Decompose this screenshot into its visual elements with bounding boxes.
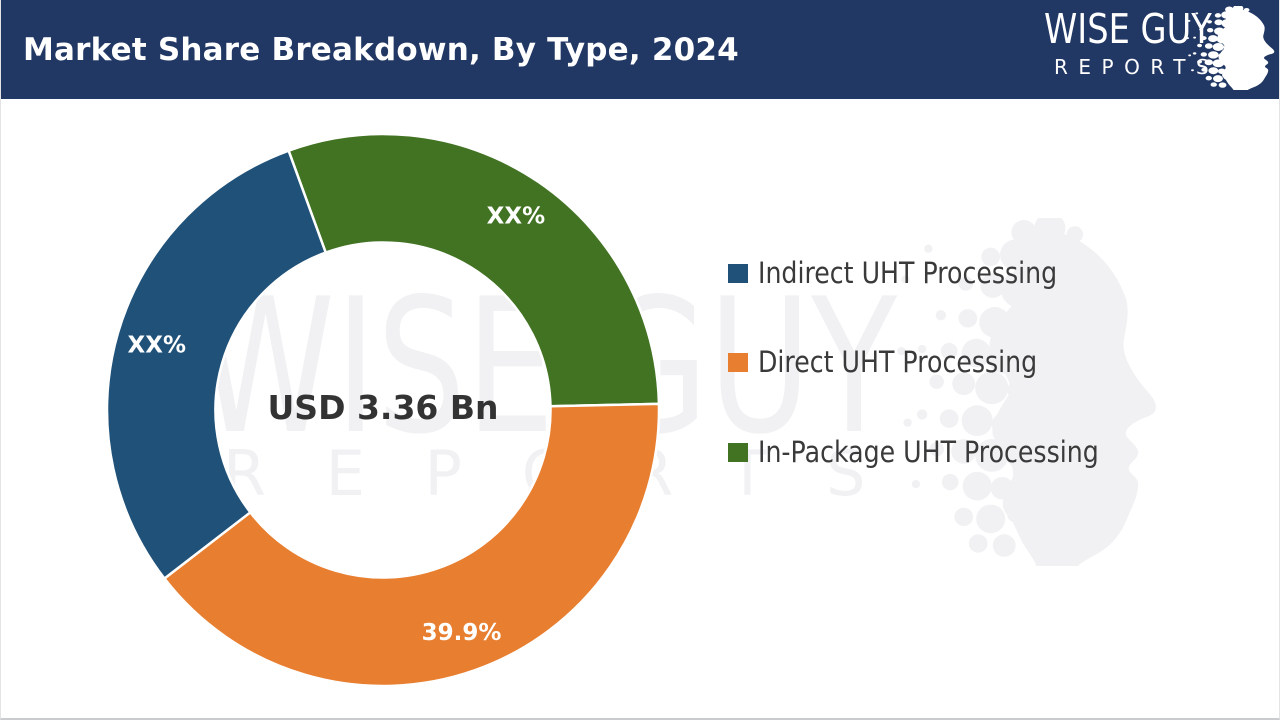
legend-label: Indirect UHT Processing <box>758 256 1058 290</box>
legend-swatch <box>728 352 748 372</box>
legend-label: Direct UHT Processing <box>758 345 1038 379</box>
legend-item: Direct UHT Processing <box>728 345 1079 379</box>
donut-segment-label: XX% <box>128 332 187 358</box>
legend-label: In-Package UHT Processing <box>758 435 1099 469</box>
logo-head-icon <box>1186 6 1275 90</box>
donut-segment-label: XX% <box>487 204 546 230</box>
chart-title: Market Share Breakdown, By Type, 2024 <box>23 31 739 68</box>
donut-segment <box>105 149 327 580</box>
legend-swatch <box>728 442 748 462</box>
donut-center-value: USD 3.36 Bn <box>267 388 499 427</box>
donut-chart: XX% 39.9% XX% <box>105 132 661 688</box>
logo-name: WISE GUY <box>1044 5 1212 53</box>
logo-subtitle: REPORTS <box>1054 55 1220 79</box>
header-bar: Market Share Breakdown, By Type, 2024 WI… <box>1 0 1279 99</box>
donut-segment <box>163 402 661 688</box>
donut-segment <box>287 132 661 408</box>
donut-segment-label: 39.9% <box>422 620 502 646</box>
legend-item: In-Package UHT Processing <box>728 435 1150 469</box>
legend-item: Indirect UHT Processing <box>728 256 1102 290</box>
legend-swatch <box>728 263 748 283</box>
